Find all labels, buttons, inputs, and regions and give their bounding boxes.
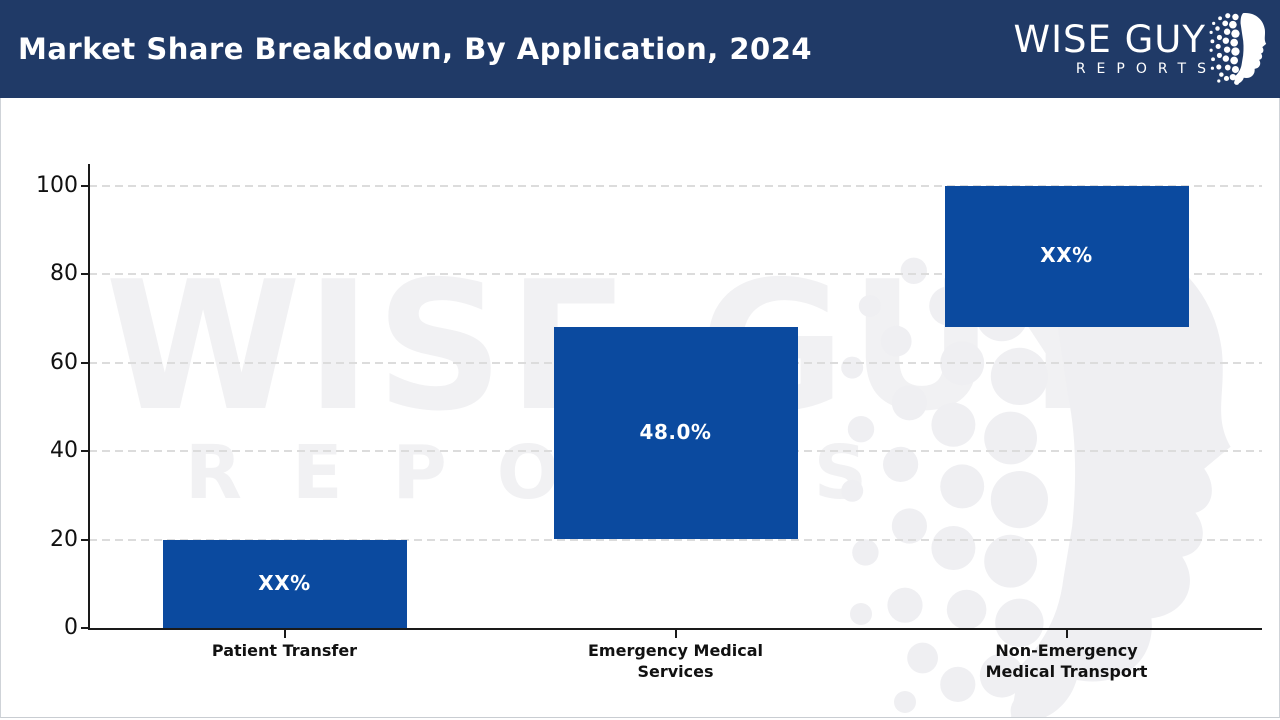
logo-wordmark: WISE GUY xyxy=(1013,18,1206,62)
x-tick-mark xyxy=(283,630,286,638)
x-tick-mark xyxy=(1065,630,1068,638)
logo-subtitle: REPORTS xyxy=(1075,60,1217,77)
wiseguy-logo: WISE GUY REPORTS xyxy=(1014,4,1270,94)
bar-value-label: XX% xyxy=(1040,243,1093,268)
bar-value-label: 48.0% xyxy=(639,420,712,445)
x-tick-label: Patient Transfer xyxy=(211,641,358,660)
x-tick-label: Non-Emergency Medical Transport xyxy=(985,641,1148,681)
y-tick-mark xyxy=(81,627,89,629)
y-tick-label: 40 xyxy=(50,438,78,463)
header-bar: Market Share Breakdown, By Application, … xyxy=(0,0,1280,98)
bar: XX% xyxy=(944,185,1189,328)
bar-value-label: XX% xyxy=(258,570,311,595)
y-tick-label: 60 xyxy=(50,349,78,375)
y-tick-label: 0 xyxy=(64,615,78,640)
y-tick-mark xyxy=(81,273,89,275)
wiseguy-logo-text: WISE GUY REPORTS xyxy=(1013,18,1206,77)
y-tick-mark xyxy=(81,450,89,452)
gridline xyxy=(89,184,1262,187)
y-tick-label: 80 xyxy=(50,261,78,286)
x-tick-mark xyxy=(674,630,677,638)
page-title: Market Share Breakdown, By Application, … xyxy=(18,32,813,66)
bar: 48.0% xyxy=(553,327,798,540)
y-tick-mark xyxy=(81,538,89,541)
y-tick-mark xyxy=(81,361,89,364)
x-tick-label: Emergency Medical Services xyxy=(588,641,763,681)
bar: XX% xyxy=(162,539,407,628)
y-tick-mark xyxy=(81,184,89,187)
x-axis-line xyxy=(88,628,1262,630)
gridline xyxy=(89,273,1262,275)
y-tick-label: 20 xyxy=(50,526,78,552)
gridline xyxy=(89,538,1262,541)
y-tick-label: 100 xyxy=(36,172,78,198)
y-axis-line xyxy=(88,164,90,630)
